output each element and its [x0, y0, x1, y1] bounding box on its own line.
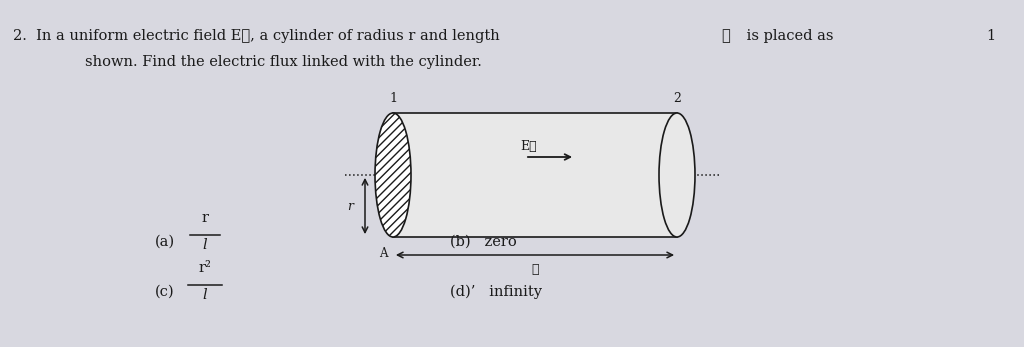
- Text: l: l: [203, 238, 207, 252]
- Ellipse shape: [659, 113, 695, 237]
- Text: E⃗: E⃗: [520, 140, 537, 153]
- Ellipse shape: [375, 113, 411, 237]
- Text: (b)   zero: (b) zero: [450, 235, 517, 249]
- Text: r: r: [202, 211, 209, 225]
- Polygon shape: [393, 113, 677, 237]
- Text: 1: 1: [389, 92, 397, 105]
- Text: ℓ: ℓ: [721, 29, 730, 43]
- Text: r: r: [347, 200, 353, 212]
- Text: 2.  In a uniform electric field E⃗, a cylinder of radius r and length: 2. In a uniform electric field E⃗, a cyl…: [13, 29, 505, 43]
- Text: 1: 1: [986, 29, 995, 43]
- Text: 2: 2: [673, 92, 681, 105]
- Text: ℓ: ℓ: [531, 263, 539, 276]
- Text: (d)’   infinity: (d)’ infinity: [450, 285, 542, 299]
- Text: A: A: [380, 247, 388, 260]
- Text: (a): (a): [155, 235, 175, 249]
- Text: is placed as: is placed as: [742, 29, 834, 43]
- Text: l: l: [203, 288, 207, 302]
- Text: r²: r²: [199, 261, 211, 275]
- Text: (c): (c): [155, 285, 175, 299]
- Text: shown. Find the electric flux linked with the cylinder.: shown. Find the electric flux linked wit…: [85, 55, 482, 69]
